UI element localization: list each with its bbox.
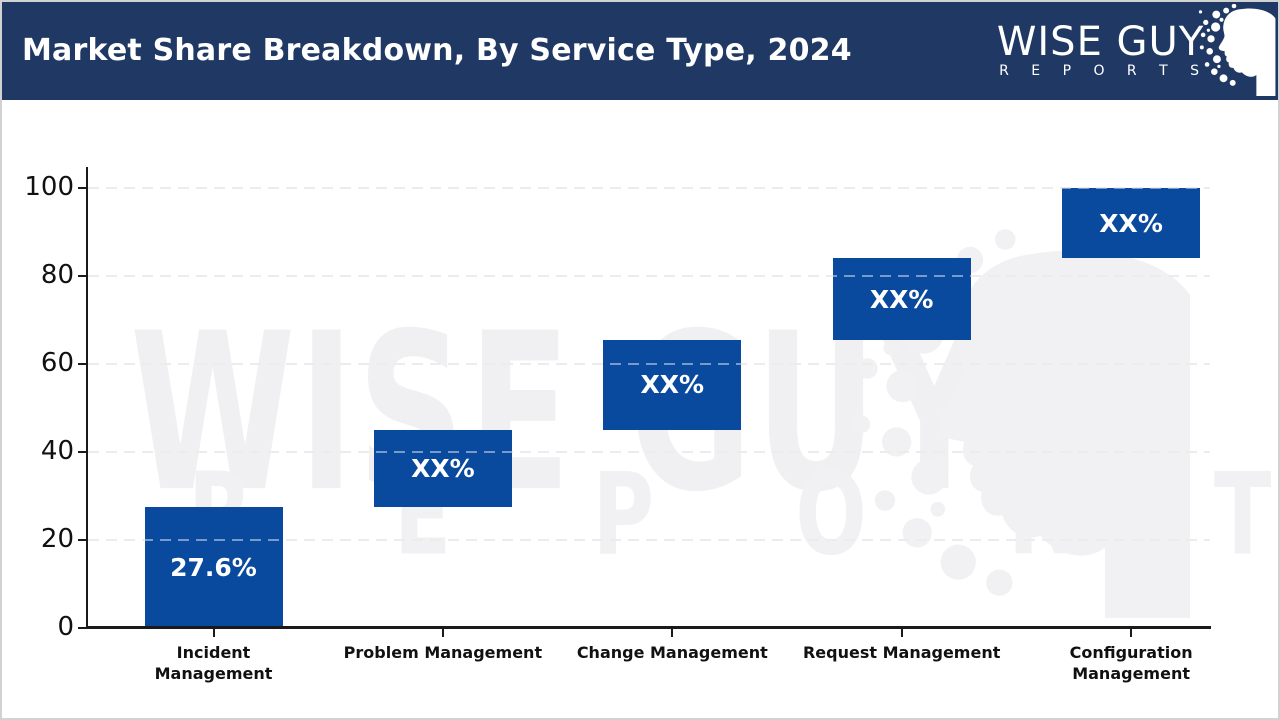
x-axis-label-problem-management: Problem Management <box>327 642 559 663</box>
brand-reports: R E P O R T S <box>999 63 1208 79</box>
x-axis-label-line: Management <box>154 664 273 683</box>
bar-configuration-management: XX% <box>1062 188 1201 259</box>
gridline <box>88 539 1210 541</box>
gridline <box>88 275 1210 277</box>
bar-change-management: XX% <box>603 339 742 430</box>
gridline <box>88 451 1210 453</box>
gridline-overlay <box>88 363 1210 365</box>
bar-incident-management: 27.6% <box>144 506 283 628</box>
y-axis-tick-label: 40 <box>40 436 74 466</box>
y-axis-tick <box>78 275 87 277</box>
x-axis-tick <box>1130 629 1133 637</box>
y-axis-tick-label: 0 <box>57 612 74 642</box>
bar-value-label: 27.6% <box>170 552 257 582</box>
bar-request-management: XX% <box>832 258 971 340</box>
y-axis-tick-label: 20 <box>40 524 74 554</box>
x-axis-label-change-management: Change Management <box>556 642 788 663</box>
x-axis-tick <box>671 629 674 637</box>
bar-value-label: XX% <box>1099 208 1163 238</box>
x-axis-label-line: Configuration <box>1069 643 1193 662</box>
brand-logo: WISE GUY R E P O R T S <box>993 4 1278 96</box>
y-axis-tick <box>78 539 87 541</box>
x-axis-label-line: Change Management <box>576 643 768 662</box>
bar-value-label: XX% <box>869 284 934 314</box>
bar-value-label: XX% <box>640 370 705 400</box>
brand-name: WISE GUY <box>996 19 1205 65</box>
chart-area: WISE GUY R E P O R T S 02040608010027.6%… <box>2 100 1278 718</box>
y-axis-tick <box>78 363 87 365</box>
brand-head-icon <box>1198 4 1276 96</box>
y-axis-tick-label: 60 <box>40 348 74 378</box>
x-axis-tick <box>441 629 444 637</box>
x-axis-line <box>86 626 1211 629</box>
bar-value-label: XX% <box>411 453 475 483</box>
x-axis-tick <box>212 629 215 637</box>
bar-problem-management: XX% <box>373 430 512 507</box>
gridline-overlay <box>88 539 1210 541</box>
x-axis-label-configuration-management: Configuration Management <box>1015 642 1247 684</box>
chart-title: Market Share Breakdown, By Service Type,… <box>22 33 852 68</box>
x-axis-label-line: Problem Management <box>343 643 543 662</box>
y-axis-tick-label: 100 <box>24 172 74 202</box>
x-axis-label-request-management: Request Management <box>786 642 1018 663</box>
y-axis-tick <box>78 187 87 189</box>
x-axis-label-line: Incident <box>176 643 251 662</box>
y-axis-tick-label: 80 <box>40 260 74 290</box>
x-axis-label-incident-management: Incident Management <box>98 642 330 684</box>
gridline-overlay <box>88 451 1210 453</box>
gridline-overlay <box>88 187 1210 189</box>
brand-logo-text: WISE GUY R E P O R T S <box>993 21 1208 79</box>
x-axis-label-line: Request Management <box>802 643 1001 662</box>
header-bar: Market Share Breakdown, By Service Type,… <box>2 2 1278 101</box>
y-axis-tick <box>78 627 87 629</box>
x-axis-label-line: Management <box>1072 664 1190 683</box>
gridline <box>88 187 1210 189</box>
x-axis-tick <box>900 629 903 637</box>
y-axis-line <box>86 167 88 629</box>
y-axis-tick <box>78 451 87 453</box>
gridline-overlay <box>88 275 1210 277</box>
